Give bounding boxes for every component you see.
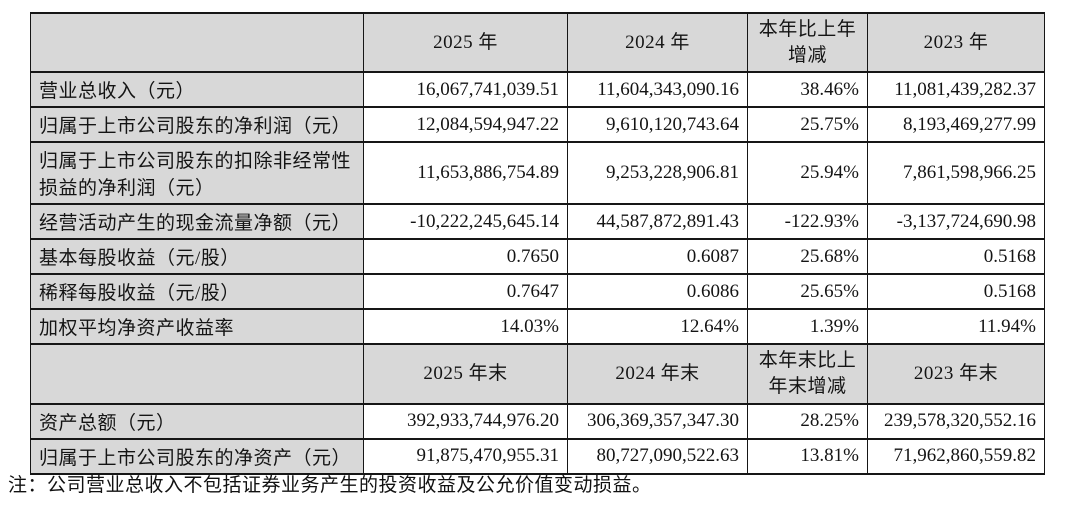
- value-2023: 11.94%: [867, 308, 1045, 346]
- table-row-total-assets: 资产总额（元） 392,933,744,976.20 306,369,357,3…: [30, 402, 1045, 440]
- value-2025: -10,222,245,645.14: [363, 203, 568, 241]
- table-row-basic-eps: 基本每股收益（元/股） 0.7650 0.6087 25.68% 0.5168: [30, 238, 1045, 276]
- header-end-2025: 2025 年末: [363, 343, 568, 405]
- value-2023: 71,962,860,559.82: [867, 437, 1045, 475]
- value-2023: 239,578,320,552.16: [867, 402, 1045, 440]
- value-2023: 0.5168: [867, 273, 1045, 311]
- value-2025: 392,933,744,976.20: [363, 402, 568, 440]
- table-row-diluted-eps: 稀释每股收益（元/股） 0.7647 0.6086 25.65% 0.5168: [30, 273, 1045, 311]
- row-label: 加权平均净资产收益率: [30, 308, 364, 346]
- table-row-weighted-avg-roe: 加权平均净资产收益率 14.03% 12.64% 1.39% 11.94%: [30, 308, 1045, 346]
- value-2023: 0.5168: [867, 238, 1045, 276]
- table-row-operating-cash-flow: 经营活动产生的现金流量净额（元） -10,222,245,645.14 44,5…: [30, 203, 1045, 241]
- table-row-net-profit: 归属于上市公司股东的净利润（元） 12,084,594,947.22 9,610…: [30, 106, 1045, 144]
- value-2025: 16,067,741,039.51: [363, 71, 568, 109]
- value-2023: 11,081,439,282.37: [867, 71, 1045, 109]
- table-header-year-end: 2025 年末 2024 年末 本年末比上 年末增减 2023 年末: [30, 343, 1045, 405]
- row-label: 归属于上市公司股东的净利润（元）: [30, 106, 364, 144]
- value-2024: 0.6087: [567, 238, 748, 276]
- value-2024: 12.64%: [567, 308, 748, 346]
- value-2024: 9,610,120,743.64: [567, 106, 748, 144]
- table-row-net-assets: 归属于上市公司股东的净资产（元） 91,875,470,955.31 80,72…: [30, 437, 1045, 475]
- value-2023: 7,861,598,966.25: [867, 141, 1045, 206]
- value-change: -122.93%: [747, 203, 868, 241]
- value-2024: 9,253,228,906.81: [567, 141, 748, 206]
- value-2024: 80,727,090,522.63: [567, 437, 748, 475]
- value-2025: 91,875,470,955.31: [363, 437, 568, 475]
- row-label: 经营活动产生的现金流量净额（元）: [30, 203, 364, 241]
- value-change: 1.39%: [747, 308, 868, 346]
- header-year-end-change: 本年末比上 年末增减: [747, 343, 868, 405]
- table-row-net-profit-excl-nonrecurring: 归属于上市公司股东的扣除非经常性损益的净利润（元） 11,653,886,754…: [30, 141, 1045, 206]
- header-year-2025: 2025 年: [363, 11, 568, 74]
- value-change: 38.46%: [747, 71, 868, 109]
- value-change: 28.25%: [747, 402, 868, 440]
- value-2025: 0.7650: [363, 238, 568, 276]
- header-empty-cell: [30, 11, 364, 74]
- value-2025: 14.03%: [363, 308, 568, 346]
- table-header-annual: 2025 年 2024 年 本年比上年 增减 2023 年: [30, 11, 1045, 74]
- header-end-2023: 2023 年末: [867, 343, 1045, 405]
- value-2025: 11,653,886,754.89: [363, 141, 568, 206]
- header-year-2023: 2023 年: [867, 11, 1045, 74]
- header-empty-cell: [30, 343, 364, 405]
- row-label: 营业总收入（元）: [30, 71, 364, 109]
- row-label: 归属于上市公司股东的扣除非经常性损益的净利润（元）: [30, 141, 364, 206]
- value-2024: 11,604,343,090.16: [567, 71, 748, 109]
- financial-summary-table: 2025 年 2024 年 本年比上年 增减 2023 年 营业总收入（元） 1…: [30, 11, 1045, 475]
- value-change: 13.81%: [747, 437, 868, 475]
- value-change: 25.65%: [747, 273, 868, 311]
- value-2023: -3,137,724,690.98: [867, 203, 1045, 241]
- value-2025: 0.7647: [363, 273, 568, 311]
- value-2024: 0.6086: [567, 273, 748, 311]
- header-year-2024: 2024 年: [567, 11, 748, 74]
- row-label: 稀释每股收益（元/股）: [30, 273, 364, 311]
- row-label: 归属于上市公司股东的净资产（元）: [30, 437, 364, 475]
- footnote: 注：公司营业总收入不包括证券业务产生的投资收益及公允价值变动损益。: [8, 475, 652, 496]
- value-2024: 44,587,872,891.43: [567, 203, 748, 241]
- header-yoy-change: 本年比上年 增减: [747, 11, 868, 74]
- value-2025: 12,084,594,947.22: [363, 106, 568, 144]
- value-change: 25.68%: [747, 238, 868, 276]
- header-end-2024: 2024 年末: [567, 343, 748, 405]
- value-change: 25.94%: [747, 141, 868, 206]
- value-2023: 8,193,469,277.99: [867, 106, 1045, 144]
- row-label: 基本每股收益（元/股）: [30, 238, 364, 276]
- value-2024: 306,369,357,347.30: [567, 402, 748, 440]
- table-row-total-revenue: 营业总收入（元） 16,067,741,039.51 11,604,343,09…: [30, 71, 1045, 109]
- value-change: 25.75%: [747, 106, 868, 144]
- row-label: 资产总额（元）: [30, 402, 364, 440]
